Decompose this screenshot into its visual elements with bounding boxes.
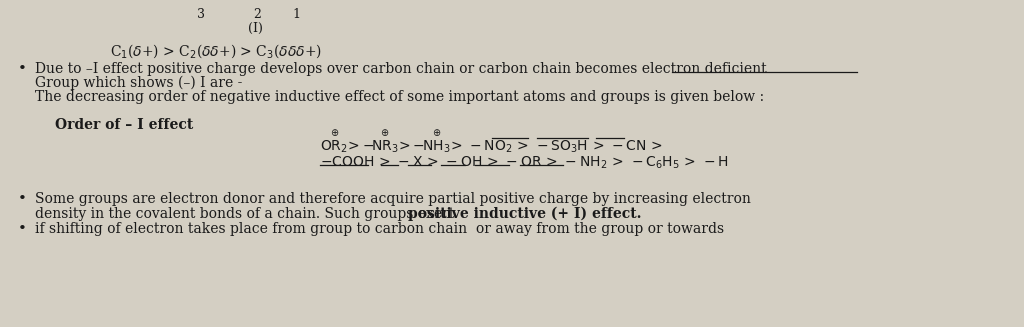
Text: positive inductive (+ I) effect.: positive inductive (+ I) effect. bbox=[409, 207, 642, 221]
Text: •: • bbox=[18, 192, 27, 206]
Text: Some groups are electron donor and therefore acquire partial positive charge by : Some groups are electron donor and there… bbox=[35, 192, 751, 206]
Text: Group which shows (–) I are -: Group which shows (–) I are - bbox=[35, 76, 243, 90]
Text: Order of – I effect: Order of – I effect bbox=[55, 118, 194, 132]
Text: (I): (I) bbox=[248, 22, 263, 35]
Text: 2: 2 bbox=[253, 8, 261, 21]
Text: 1: 1 bbox=[292, 8, 300, 21]
Text: density in the covalent bonds of a chain. Such groups exert: density in the covalent bonds of a chain… bbox=[35, 207, 459, 221]
Text: 3: 3 bbox=[197, 8, 205, 21]
Text: The decreasing order of negative inductive effect of some important atoms and gr: The decreasing order of negative inducti… bbox=[35, 90, 764, 104]
Text: •: • bbox=[18, 222, 27, 236]
Text: C$_1$($\delta$+) > C$_2$($\delta\delta$+) > C$_3$($\delta\delta\delta$+): C$_1$($\delta$+) > C$_2$($\delta\delta$+… bbox=[110, 42, 322, 60]
Text: $-\mathrm{COOH}\,$$>$$\,-\mathrm{X}\,$$>$$\,-\mathrm{OH}\,$$>$$\,-\mathrm{OR}\,$: $-\mathrm{COOH}\,$$>$$\,-\mathrm{X}\,$$>… bbox=[319, 155, 729, 171]
Text: $\overset{\oplus}{\mathrm{OR_2}}$$\!>$$-\!\overset{\oplus}{\mathrm{NR_3}}$$\!>$$: $\overset{\oplus}{\mathrm{OR_2}}$$\!>$$-… bbox=[319, 128, 664, 155]
Text: if shifting of electron takes place from group to carbon chain  or away from the: if shifting of electron takes place from… bbox=[35, 222, 724, 236]
Text: •: • bbox=[18, 62, 27, 76]
Text: Due to –I effect positive charge develops over carbon chain or carbon chain beco: Due to –I effect positive charge develop… bbox=[35, 62, 767, 76]
